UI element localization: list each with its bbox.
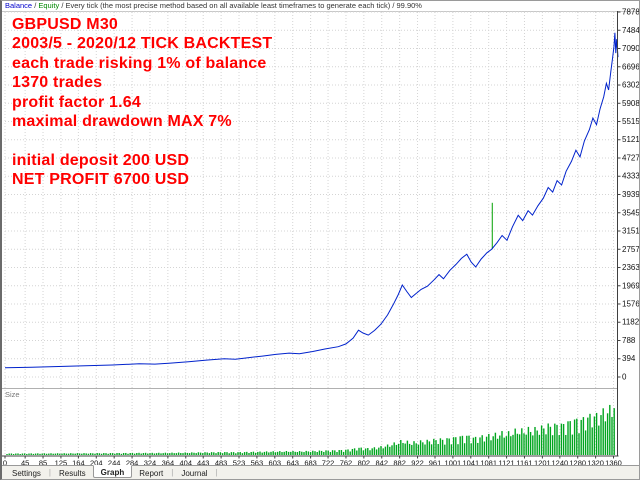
annotation-line: initial deposit 200 USD — [12, 151, 190, 169]
annotation-line — [12, 131, 272, 150]
svg-text:788: 788 — [622, 336, 636, 345]
svg-text:483: 483 — [215, 459, 228, 468]
legend-separator: / — [59, 1, 66, 10]
svg-text:324: 324 — [144, 459, 157, 468]
annotation-line: 2003/5 - 2020/12 TICK BACKTEST — [12, 35, 273, 53]
annotation-line: each trade risking 1% of balance — [12, 54, 267, 72]
grid-vertical — [4, 12, 615, 455]
tab-separator: | — [48, 468, 51, 477]
svg-text:364: 364 — [162, 459, 175, 468]
svg-text:244: 244 — [108, 459, 121, 468]
svg-text:5515: 5515 — [622, 117, 640, 126]
legend-separator: / — [390, 1, 397, 10]
annotation-line: GBPUSD M30 — [12, 16, 119, 33]
svg-text:563: 563 — [251, 459, 264, 468]
tab-results[interactable]: Results — [58, 468, 86, 478]
y-axis-labels: 0 394 788 1182 1576 1969 2363 2757 3151 3545 3939 4… — [617, 8, 640, 382]
annotation-line: profit factor 1.64 — [12, 93, 141, 111]
svg-text:1280: 1280 — [569, 459, 586, 468]
tab-separator: | — [215, 468, 218, 477]
svg-text:45: 45 — [21, 459, 29, 468]
tab-report[interactable]: Report — [139, 468, 164, 478]
svg-text:1320: 1320 — [587, 459, 604, 468]
modelling-quality-label: 99.90% — [396, 1, 422, 10]
svg-text:1240: 1240 — [551, 459, 568, 468]
svg-text:1201: 1201 — [534, 459, 551, 468]
tab-bar: Settings | Results Graph Report | Journal | — [2, 465, 639, 479]
svg-text:0: 0 — [622, 373, 627, 382]
svg-text:1001: 1001 — [445, 459, 462, 468]
annotation-line: NET PROFIT 6700 USD — [12, 171, 190, 189]
svg-text:394: 394 — [622, 354, 636, 363]
tab-graph[interactable]: Graph — [92, 465, 133, 478]
svg-text:961: 961 — [429, 459, 442, 468]
svg-text:1360: 1360 — [605, 459, 622, 468]
svg-text:3545: 3545 — [622, 208, 640, 217]
svg-text:3939: 3939 — [622, 190, 640, 199]
svg-text:2757: 2757 — [622, 245, 640, 254]
svg-text:284: 284 — [126, 459, 139, 468]
svg-text:3151: 3151 — [622, 227, 640, 236]
grid-horizontal — [5, 11, 618, 378]
svg-text:722: 722 — [322, 459, 335, 468]
svg-text:0: 0 — [3, 459, 7, 468]
size-panel-label: Size — [5, 390, 20, 399]
balance-line — [4, 32, 619, 369]
svg-text:1041: 1041 — [462, 459, 479, 468]
svg-text:523: 523 — [233, 459, 246, 468]
svg-text:2363: 2363 — [622, 263, 640, 272]
tab-separator: | — [171, 468, 174, 477]
svg-text:404: 404 — [180, 459, 193, 468]
svg-text:125: 125 — [55, 459, 68, 468]
annotation-line: maximal drawdown MAX 7% — [12, 113, 232, 131]
svg-text:7484: 7484 — [622, 26, 640, 35]
svg-text:1121: 1121 — [499, 459, 515, 468]
svg-text:5908: 5908 — [622, 99, 640, 108]
annotation-block: GBPUSD M30 2003/5 - 2020/12 TICK BACKTES… — [12, 15, 272, 190]
svg-text:1161: 1161 — [516, 459, 532, 468]
svg-text:4333: 4333 — [622, 172, 640, 181]
x-axis-labels: 0 45 85 125 164 204 244 284 324 364 404 443 483 523 56… — [3, 456, 622, 468]
svg-text:7878: 7878 — [622, 8, 640, 17]
svg-text:1081: 1081 — [480, 459, 497, 468]
equity-legend-label: Equity — [38, 1, 60, 10]
svg-text:5121: 5121 — [622, 135, 640, 144]
svg-text:443: 443 — [197, 459, 210, 468]
svg-text:603: 603 — [269, 459, 282, 468]
svg-text:1576: 1576 — [622, 299, 640, 308]
svg-text:164: 164 — [72, 459, 85, 468]
svg-text:6696: 6696 — [622, 62, 640, 71]
svg-text:1969: 1969 — [622, 281, 640, 290]
legend-separator: / — [32, 1, 39, 10]
svg-text:762: 762 — [340, 459, 353, 468]
svg-text:882: 882 — [393, 459, 406, 468]
svg-text:204: 204 — [90, 459, 103, 468]
size-bars — [6, 404, 615, 455]
annotation-line: 1370 trades — [12, 74, 103, 92]
svg-text:4727: 4727 — [622, 153, 640, 162]
svg-text:922: 922 — [411, 459, 424, 468]
svg-text:85: 85 — [39, 459, 47, 468]
tab-settings[interactable]: Settings — [12, 468, 41, 478]
svg-text:7090: 7090 — [622, 44, 640, 53]
svg-text:842: 842 — [375, 459, 388, 468]
tab-journal[interactable]: Journal — [181, 468, 208, 478]
svg-text:643: 643 — [286, 459, 299, 468]
svg-text:802: 802 — [358, 459, 371, 468]
tick-model-label: Every tick (the most precise method base… — [65, 1, 391, 10]
svg-text:6302: 6302 — [622, 81, 640, 90]
svg-text:1182: 1182 — [622, 318, 640, 327]
balance-legend-label: Balance — [5, 1, 33, 10]
svg-text:683: 683 — [304, 459, 317, 468]
